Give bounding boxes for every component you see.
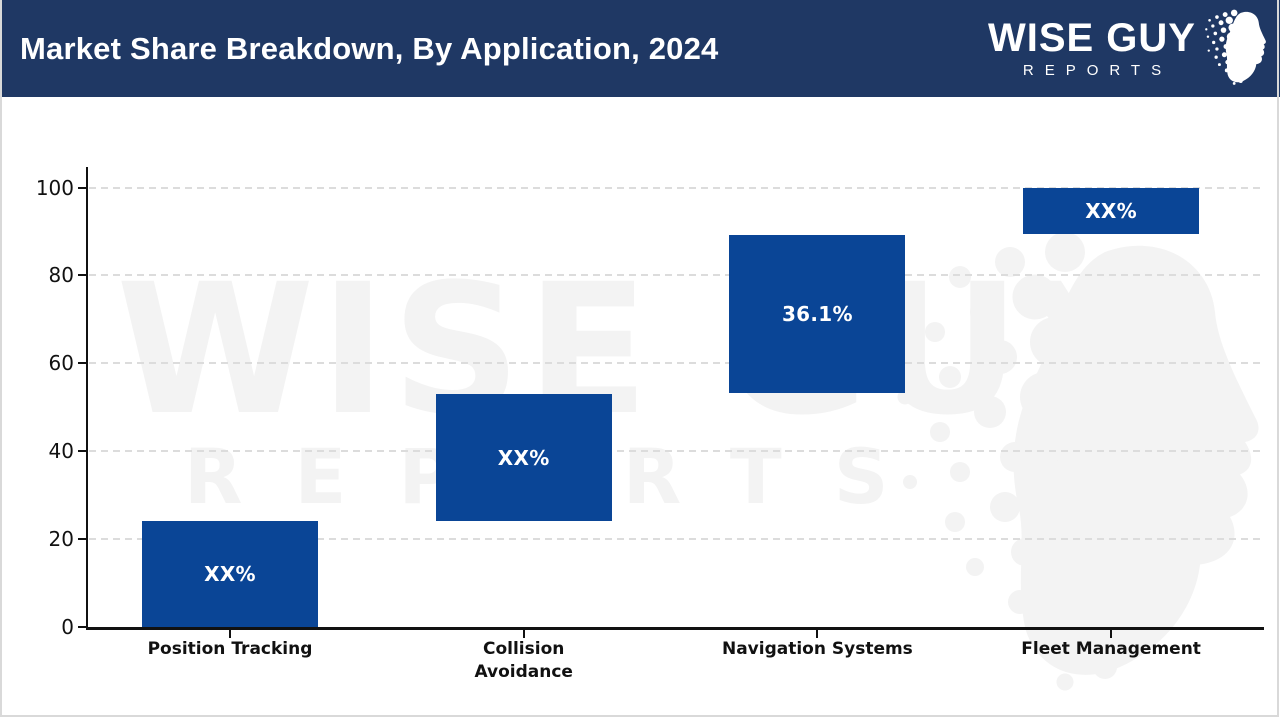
y-tick-label-100: 100 <box>35 175 74 200</box>
y-tick-mark-20 <box>78 538 86 541</box>
x-axis-line <box>86 627 1264 630</box>
x-tick-label-fleet-management: Fleet Management <box>1021 639 1201 659</box>
bar-value-label: 36.1% <box>781 301 853 326</box>
y-axis-line <box>86 167 88 629</box>
y-tick-mark-40 <box>78 450 86 453</box>
gridline-40 <box>89 450 1262 453</box>
gridline-100 <box>89 186 1262 189</box>
brand-logo: WISE GUY REPORTS <box>988 8 1272 90</box>
x-tick-mark-fleet-management <box>1110 630 1113 638</box>
y-tick-label-20: 20 <box>48 527 74 552</box>
bar-navigation-systems: 36.1% <box>729 234 906 394</box>
gridline-80 <box>89 274 1262 277</box>
header-bar: Market Share Breakdown, By Application, … <box>0 0 1280 97</box>
brand-logo-text: WISE GUY REPORTS <box>988 18 1196 79</box>
gridline-20 <box>89 538 1262 541</box>
y-tick-label-60: 60 <box>48 351 74 376</box>
x-tick-mark-position-tracking <box>229 630 231 638</box>
x-tick-label-position-tracking: Position Tracking <box>147 639 313 659</box>
chart-canvas: WISE GUY REPORTS 020406080100XX%Position… <box>0 97 1280 720</box>
bar-collision-avoidance: XX% <box>435 394 612 522</box>
bar-value-label: XX% <box>1085 198 1137 223</box>
gridline-60 <box>89 362 1262 365</box>
x-tick-mark-collision-avoidance <box>522 630 525 638</box>
y-tick-label-80: 80 <box>48 263 74 288</box>
brand-head-icon <box>1198 8 1272 90</box>
y-tick-label-0: 0 <box>61 615 74 639</box>
bar-value-label: XX% <box>204 562 256 587</box>
bar-fleet-management: XX% <box>1023 187 1200 234</box>
y-tick-mark-80 <box>78 274 86 277</box>
x-tick-mark-navigation-systems <box>816 630 819 638</box>
y-tick-mark-60 <box>78 362 86 365</box>
x-tick-label-navigation-systems: Navigation Systems <box>721 639 913 659</box>
bar-position-tracking: XX% <box>142 521 318 627</box>
y-tick-label-40: 40 <box>48 439 74 464</box>
y-tick-mark-100 <box>78 186 86 189</box>
brand-name: WISE GUY <box>987 16 1196 60</box>
x-tick-label-collision-avoidance: Collision Avoidance <box>474 639 573 682</box>
page-title: Market Share Breakdown, By Application, … <box>20 30 719 66</box>
y-tick-mark-0 <box>78 626 86 628</box>
bar-value-label: XX% <box>497 445 550 470</box>
brand-subname: REPORTS <box>1022 62 1173 79</box>
